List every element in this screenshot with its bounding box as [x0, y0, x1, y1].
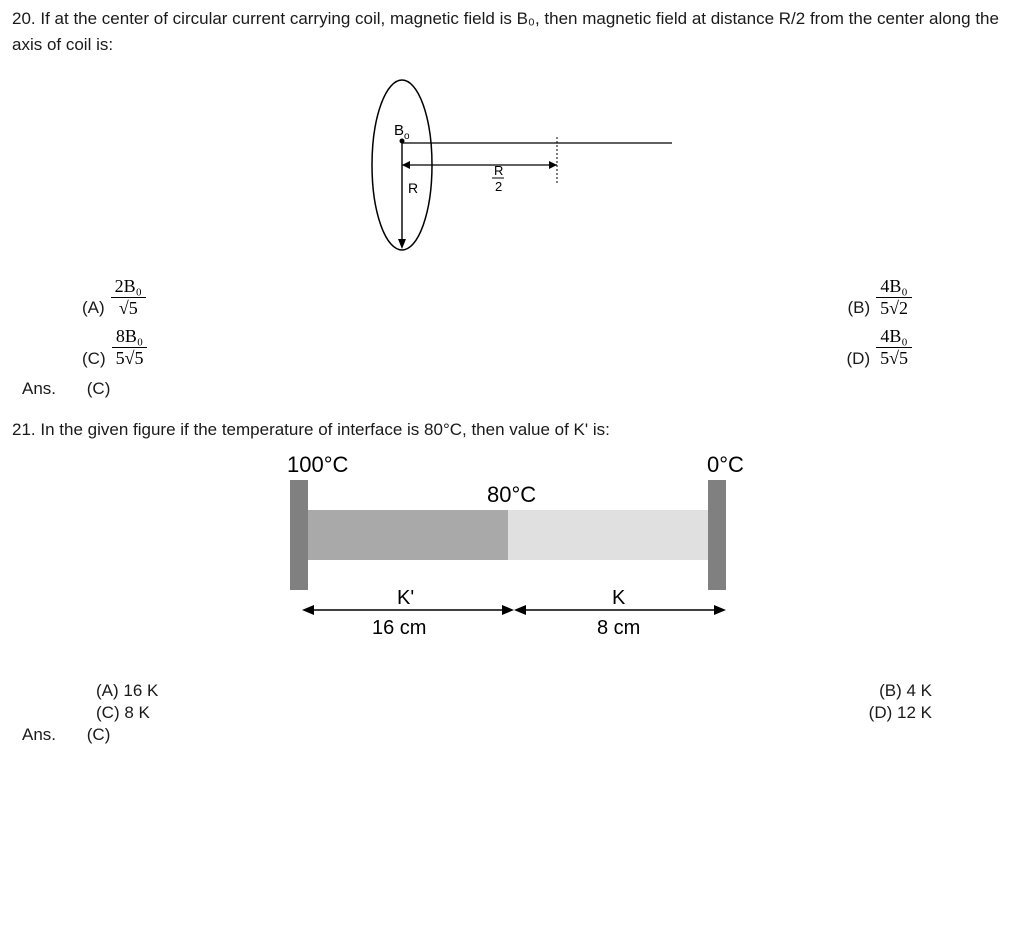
k-label: K: [612, 587, 626, 609]
option-letter: (A): [82, 298, 105, 318]
frac-den: √5: [115, 298, 142, 319]
option-text: 16 K: [123, 681, 158, 700]
q20-number: 20.: [12, 9, 36, 28]
frac-num: 4B₀: [876, 276, 911, 298]
r-label: R: [408, 180, 418, 196]
option-text: 8 K: [124, 703, 150, 722]
q21-text: In the given figure if the temperature o…: [40, 420, 609, 439]
frac-den: 5√2: [876, 298, 912, 319]
q20-stem: 20. If at the center of circular current…: [12, 6, 1012, 57]
temp-mid: 80°C: [487, 482, 536, 507]
q21-answer-row: Ans. (C): [12, 725, 1012, 745]
option-text: 4 K: [906, 681, 932, 700]
q21-options: (A) 16 K (B) 4 K (C) 8 K (D) 12 K: [12, 681, 1012, 723]
option-letter: (C): [96, 703, 120, 722]
option-d: (D) 12 K: [869, 703, 932, 723]
svg-text:R: R: [494, 163, 503, 178]
q21-number: 21.: [12, 420, 36, 439]
option-letter: (A): [96, 681, 119, 700]
bar-left: [308, 510, 508, 560]
svg-text:2: 2: [495, 179, 502, 194]
frac-num: 8B₀: [112, 326, 147, 348]
answer-label: Ans.: [22, 725, 56, 744]
wall-left: [290, 480, 308, 590]
temp-right: 0°C: [707, 452, 744, 477]
frac-num: 4B₀: [876, 326, 911, 348]
q20-answer-row: Ans. (C): [12, 379, 1012, 399]
k-prime-label: K': [397, 587, 414, 609]
option-letter: (B): [879, 681, 902, 700]
option-text: 12 K: [897, 703, 932, 722]
option-letter: (B): [847, 298, 870, 318]
q20-options: (A) 2B₀ √5 (B) 4B₀ 5√2 (C) 8B₀ 5√5 (D): [12, 276, 1012, 377]
option-d: (D) 4B₀ 5√5: [847, 326, 913, 368]
option-b: (B) 4B₀ 5√2: [847, 276, 912, 318]
option-b: (B) 4 K: [879, 681, 932, 701]
option-c: (C) 8B₀ 5√5: [82, 326, 148, 368]
option-letter: (D): [869, 703, 893, 722]
len-left: 16 cm: [372, 617, 426, 639]
bar-right: [508, 510, 708, 560]
answer-value: (C): [87, 379, 111, 398]
temp-left: 100°C: [287, 452, 349, 477]
q21-stem: 21. In the given figure if the temperatu…: [12, 417, 1012, 443]
answer-value: (C): [87, 725, 111, 744]
b0-label: B: [394, 122, 404, 139]
answer-label: Ans.: [22, 379, 56, 398]
option-c: (C) 8 K: [96, 703, 150, 723]
len-right: 8 cm: [597, 617, 640, 639]
frac-den: 5√5: [876, 348, 912, 369]
wall-right: [708, 480, 726, 590]
option-a: (A) 2B₀ √5: [82, 276, 146, 318]
frac-den: 5√5: [112, 348, 148, 369]
option-a: (A) 16 K: [96, 681, 158, 701]
q21-diagram: 100°C 80°C 0°C K' 16 cm K 8 cm: [12, 450, 1012, 675]
svg-text:o: o: [404, 131, 410, 142]
option-letter: (C): [82, 349, 106, 369]
frac-num: 2B₀: [111, 276, 146, 298]
option-letter: (D): [847, 349, 871, 369]
q20-text: If at the center of circular current car…: [12, 9, 999, 54]
q20-diagram: B o R 2 R: [12, 65, 1012, 270]
